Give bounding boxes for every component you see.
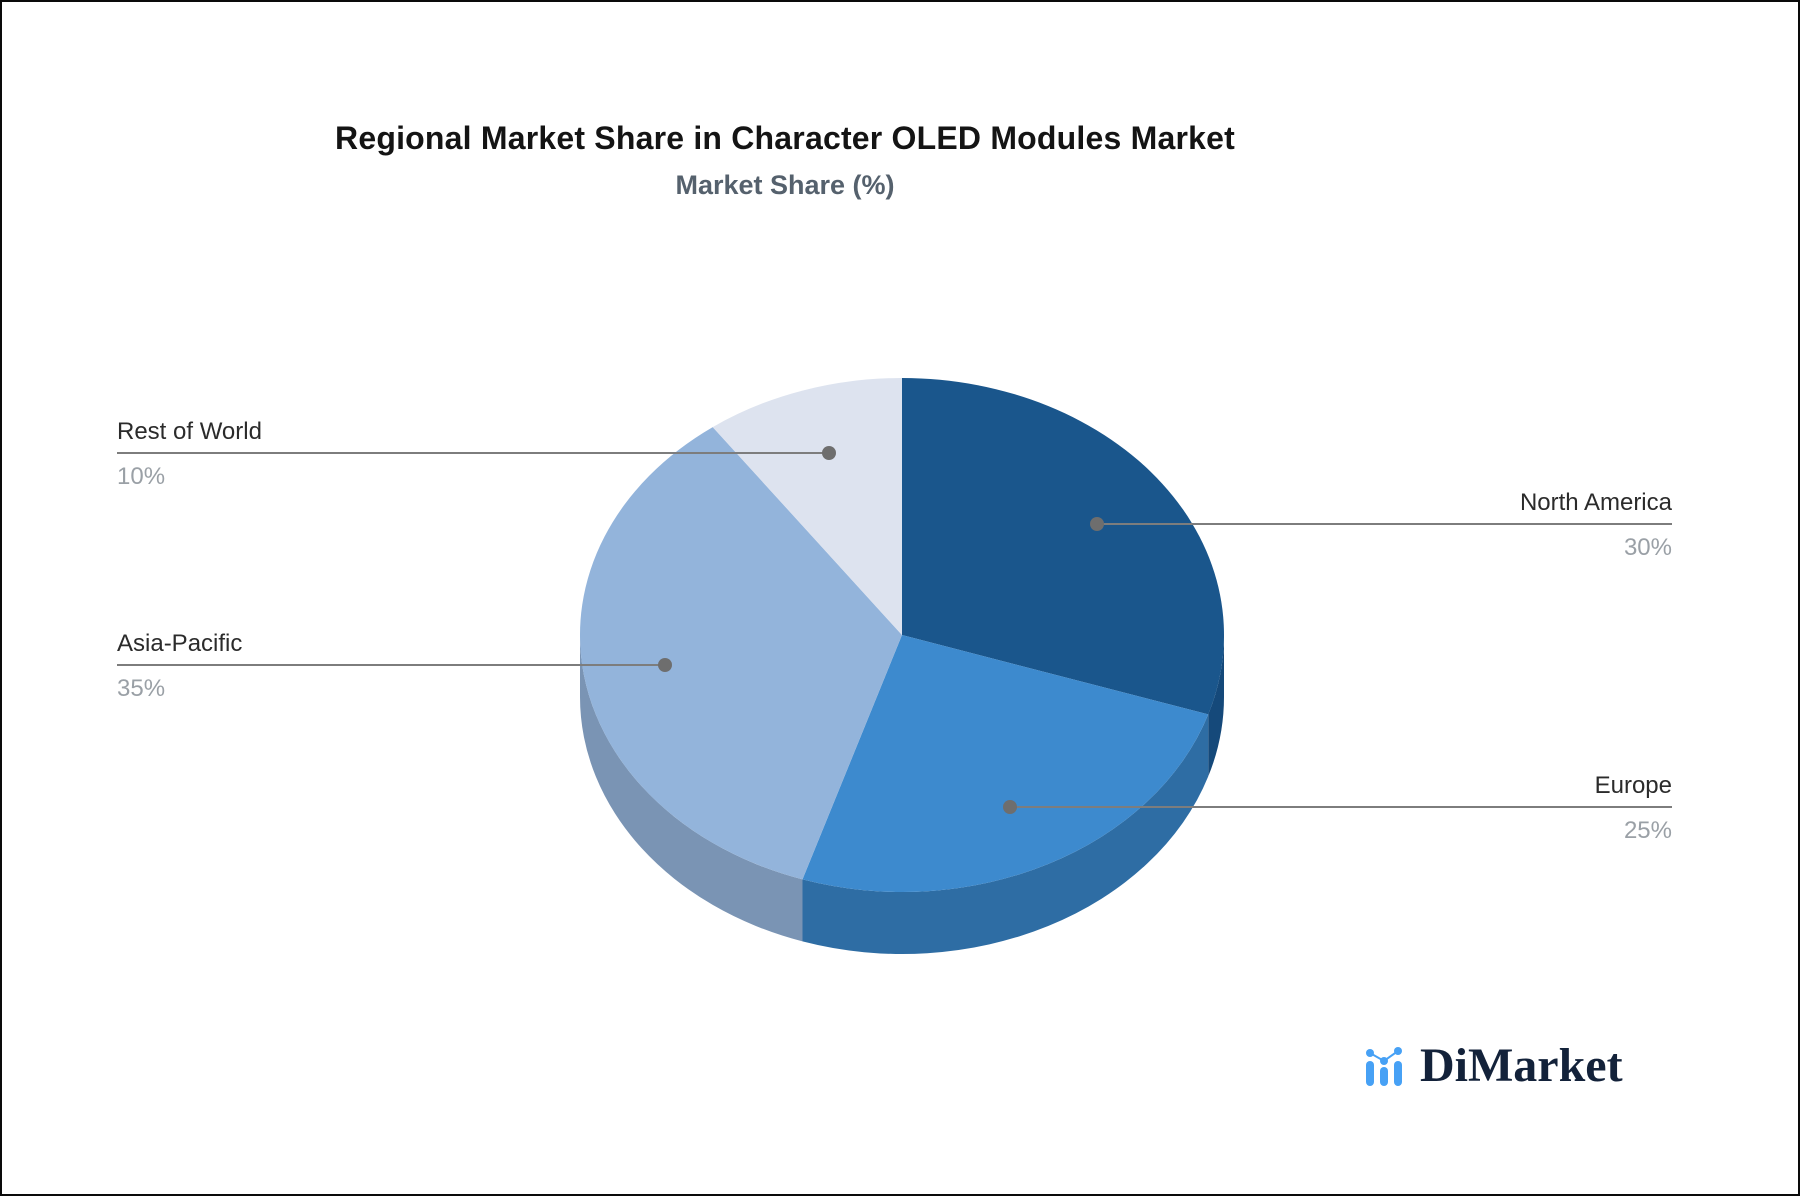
leader-dot	[658, 658, 672, 672]
leader-dot	[1090, 517, 1104, 531]
brand-logo: DiMarket	[1364, 1038, 1623, 1093]
leader-line	[1097, 523, 1672, 525]
leader-dot	[1003, 800, 1017, 814]
leader-line	[1010, 806, 1672, 808]
slice-label: Asia-Pacific	[117, 630, 243, 657]
pie-slice-europe	[802, 635, 1209, 892]
chart-title: Regional Market Share in Character OLED …	[335, 120, 1235, 156]
pie-side-asia-pacific	[580, 635, 803, 942]
slice-percentage: 25%	[1623, 817, 1672, 844]
brand-name: DiMarket	[1420, 1039, 1623, 1092]
slice-percentage: 35%	[117, 675, 166, 702]
chart-subtitle: Market Share (%)	[675, 170, 895, 200]
slice-label: Europe	[1594, 772, 1672, 799]
dimarket-bars-icon	[1366, 1046, 1402, 1086]
slice-label: North America	[1519, 489, 1672, 516]
leader-line	[117, 664, 665, 666]
leader-line	[117, 452, 829, 454]
slice-percentage: 10%	[117, 463, 166, 490]
pie-side-europe	[802, 714, 1209, 954]
slice-percentage: 30%	[1623, 534, 1672, 561]
pie-slice-north-america	[902, 378, 1225, 715]
pie-slice-asia-pacific	[579, 427, 902, 880]
pie-slice-rest-of-world	[712, 378, 902, 635]
pie-side-north-america	[1208, 635, 1224, 777]
slice-label: Rest of World	[117, 418, 262, 445]
leader-dot	[822, 446, 836, 460]
